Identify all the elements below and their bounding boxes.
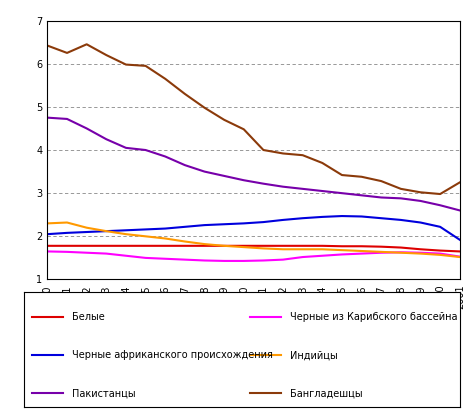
Text: Пакистанцы: Пакистанцы (72, 388, 135, 398)
Text: Черные африканского происхождения: Черные африканского происхождения (72, 350, 273, 360)
Text: Индийцы: Индийцы (290, 350, 337, 360)
Text: Бангладешцы: Бангладешцы (290, 388, 362, 398)
Text: Белые: Белые (72, 312, 104, 322)
Text: Черные из Карибского бассейна: Черные из Карибского бассейна (290, 312, 457, 322)
